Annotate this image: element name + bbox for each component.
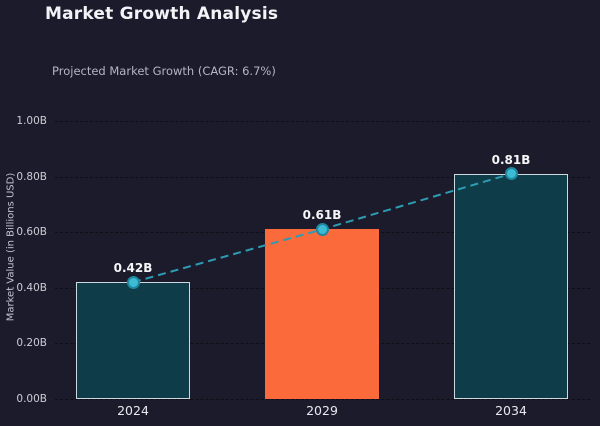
- data-point-marker: [504, 167, 518, 181]
- x-tick-label: 2034: [495, 403, 527, 418]
- bar-2029: [265, 229, 379, 399]
- x-tick-label: 2029: [306, 403, 338, 418]
- y-axis-title: Market Value (in Billions USD): [5, 172, 17, 322]
- chart-title: Market Growth Analysis: [45, 4, 279, 24]
- x-tick-label: 2024: [117, 403, 149, 418]
- value-label: 0.61B: [302, 208, 342, 223]
- y-tick-label: 0.40B: [16, 281, 47, 294]
- y-tick-label: 0.20B: [16, 337, 47, 350]
- y-tick-label: 1.00B: [16, 115, 47, 127]
- value-label: 0.81B: [491, 152, 531, 167]
- data-point-marker: [315, 222, 329, 236]
- value-label: 0.42B: [113, 261, 153, 276]
- y-tick-label: 0.00B: [16, 393, 47, 405]
- y-tick-label: 0.80B: [16, 170, 47, 183]
- data-point-marker: [126, 275, 140, 289]
- y-tick-label: 0.60B: [16, 226, 47, 239]
- gridline: [55, 121, 590, 122]
- chart-subtitle: Projected Market Growth (CAGR: 6.7%): [52, 64, 276, 78]
- gridline: [55, 399, 590, 400]
- bar-2034: [454, 173, 568, 399]
- bar-2024: [76, 282, 190, 399]
